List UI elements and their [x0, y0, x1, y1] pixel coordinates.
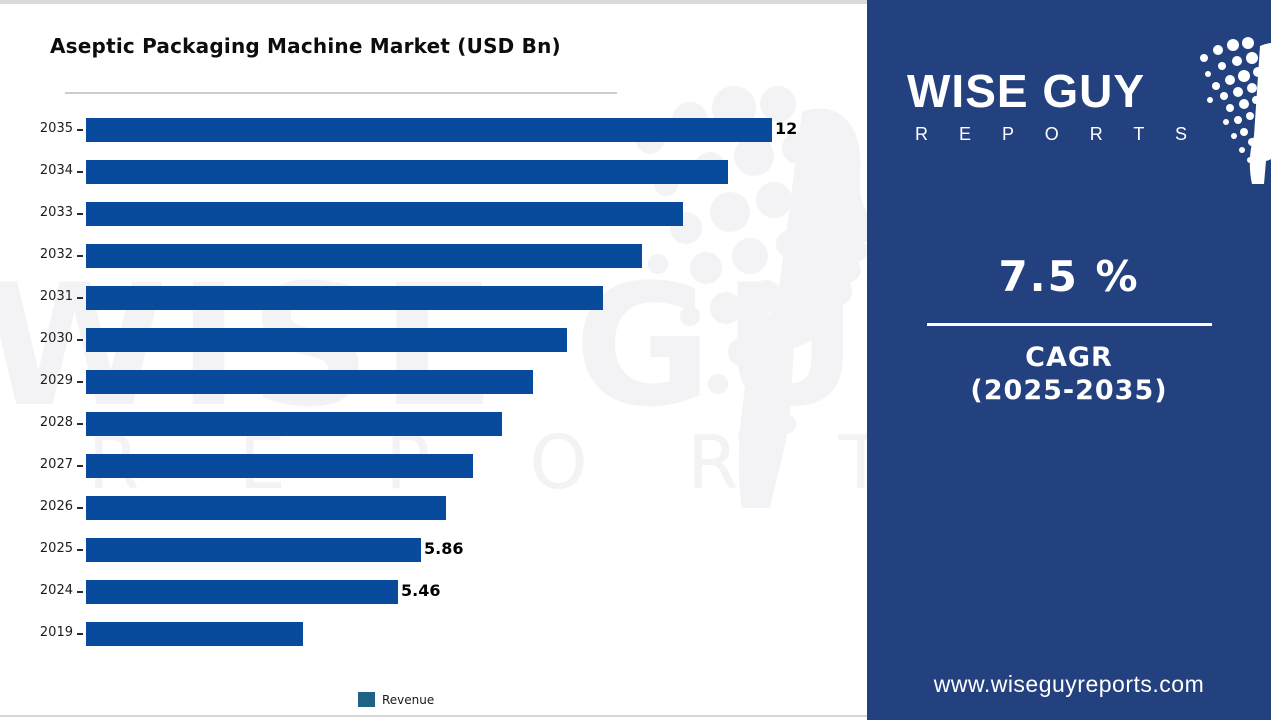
- bar-2035[interactable]: [86, 118, 772, 142]
- y-tick-label-2032: 2032: [39, 247, 73, 262]
- bar-value-label-2024: 5.46: [401, 581, 441, 600]
- bar-2027[interactable]: [86, 454, 473, 478]
- website-url[interactable]: www.wiseguyreports.com: [933, 671, 1205, 697]
- y-tick-label-2031: 2031: [39, 289, 73, 304]
- y-tick-label-2027: 2027: [39, 457, 73, 472]
- chart-area: WISE GUY R E P O R T S Aseptic Packaging…: [0, 0, 867, 717]
- bar-2028[interactable]: [86, 412, 502, 436]
- y-tick-label-2026: 2026: [39, 499, 73, 514]
- y-tick-mark-2026: [77, 507, 83, 509]
- y-tick-mark-2034: [77, 171, 83, 173]
- y-tick-mark-2024: [77, 591, 83, 593]
- cagr-block: 7.5 % CAGR (2025-2035): [867, 252, 1271, 406]
- wise-guy-reports-logo: WISE GUY R E P O R T S: [907, 36, 1271, 186]
- cagr-label: CAGR: [1025, 342, 1113, 373]
- legend: Revenue: [358, 692, 434, 707]
- y-tick-label-2034: 2034: [39, 163, 73, 178]
- logo-text: WISE GUY R E P O R T S: [907, 64, 1200, 145]
- y-tick-label-2028: 2028: [39, 415, 73, 430]
- bar-2024[interactable]: [86, 580, 398, 604]
- bar-2030[interactable]: [86, 328, 567, 352]
- y-tick-mark-2029: [77, 381, 83, 383]
- bar-2033[interactable]: [86, 202, 683, 226]
- logo-face-icon: [1200, 37, 1271, 184]
- y-tick-mark-2030: [77, 339, 83, 341]
- bar-2034[interactable]: [86, 160, 728, 184]
- bar-value-label-2035: 12: [775, 119, 798, 138]
- bar-2031[interactable]: [86, 286, 603, 310]
- cagr-divider: [926, 323, 1212, 326]
- logo-subtitle: R E P O R T S: [915, 124, 1201, 144]
- cagr-period: (2025-2035): [970, 375, 1168, 406]
- y-tick-mark-2033: [77, 213, 83, 215]
- y-tick-mark-2019: [77, 633, 83, 635]
- y-tick-label-2033: 2033: [39, 205, 73, 220]
- bottom-rule: [0, 715, 867, 717]
- bar-2029[interactable]: [86, 370, 533, 394]
- chart-title: Aseptic Packaging Machine Market (USD Bn…: [50, 34, 561, 58]
- logo-wordmark: WISE GUY: [907, 65, 1146, 117]
- y-tick-mark-2035: [77, 129, 83, 131]
- y-tick-label-2025: 2025: [39, 541, 73, 556]
- bar-2025[interactable]: [86, 538, 421, 562]
- legend-label: Revenue: [382, 692, 435, 707]
- y-tick-label-2030: 2030: [39, 331, 73, 346]
- plot-area: 2035 12 2034 2033 2032 2031 2030 2029 2028 2027 20…: [39, 118, 798, 646]
- title-underline: [65, 92, 617, 94]
- y-tick-label-2035: 2035: [39, 121, 73, 136]
- y-tick-mark-2031: [77, 297, 83, 299]
- y-tick-mark-2028: [77, 423, 83, 425]
- bar-2019[interactable]: [86, 622, 303, 646]
- right-panel: WISE GUY R E P O R T S 7.5 %: [867, 0, 1271, 720]
- y-tick-label-2029: 2029: [39, 373, 73, 388]
- y-tick-label-2024: 2024: [39, 583, 73, 598]
- bar-value-label-2025: 5.86: [424, 539, 464, 558]
- top-strip: [0, 0, 867, 4]
- bar-2026[interactable]: [86, 496, 446, 520]
- y-tick-mark-2025: [77, 549, 83, 551]
- legend-swatch: [358, 692, 375, 707]
- y-tick-mark-2027: [77, 465, 83, 467]
- bar-2032[interactable]: [86, 244, 642, 268]
- y-tick-mark-2032: [77, 255, 83, 257]
- y-tick-label-2019: 2019: [39, 625, 73, 640]
- cagr-value: 7.5 %: [998, 252, 1140, 301]
